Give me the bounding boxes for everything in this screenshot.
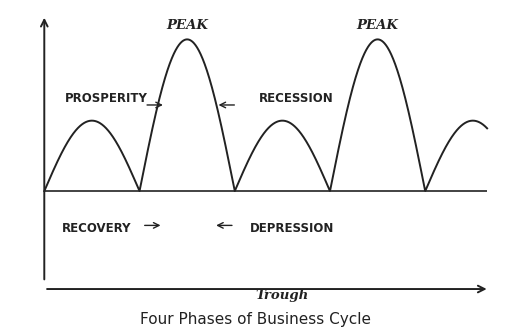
Text: PEAK: PEAK bbox=[357, 19, 398, 31]
Text: RECESSION: RECESSION bbox=[259, 92, 334, 105]
Text: Trough: Trough bbox=[255, 289, 309, 302]
Text: PROSPERITY: PROSPERITY bbox=[65, 92, 147, 105]
Text: RECOVERY: RECOVERY bbox=[62, 222, 132, 235]
Text: Four Phases of Business Cycle: Four Phases of Business Cycle bbox=[140, 312, 372, 327]
Text: PEAK: PEAK bbox=[166, 19, 208, 31]
Text: DEPRESSION: DEPRESSION bbox=[250, 222, 334, 235]
